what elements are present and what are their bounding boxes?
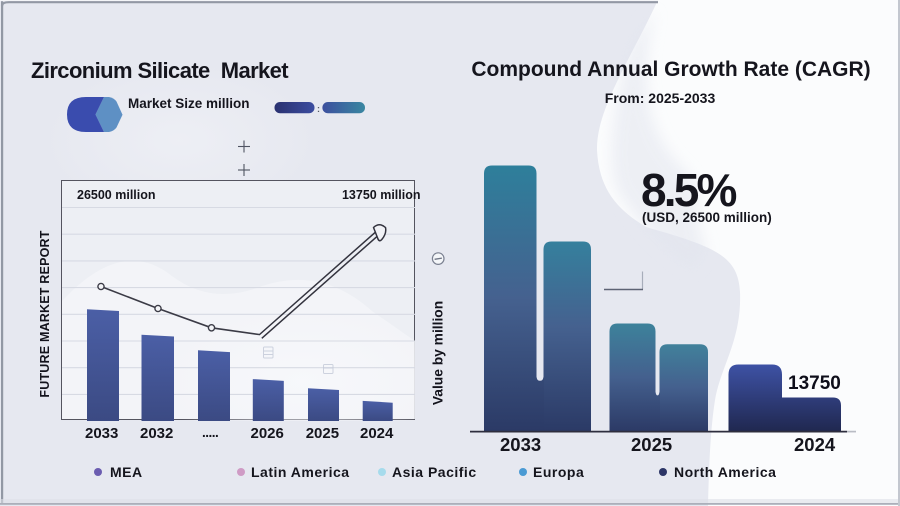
- svg-text::: :: [317, 104, 320, 114]
